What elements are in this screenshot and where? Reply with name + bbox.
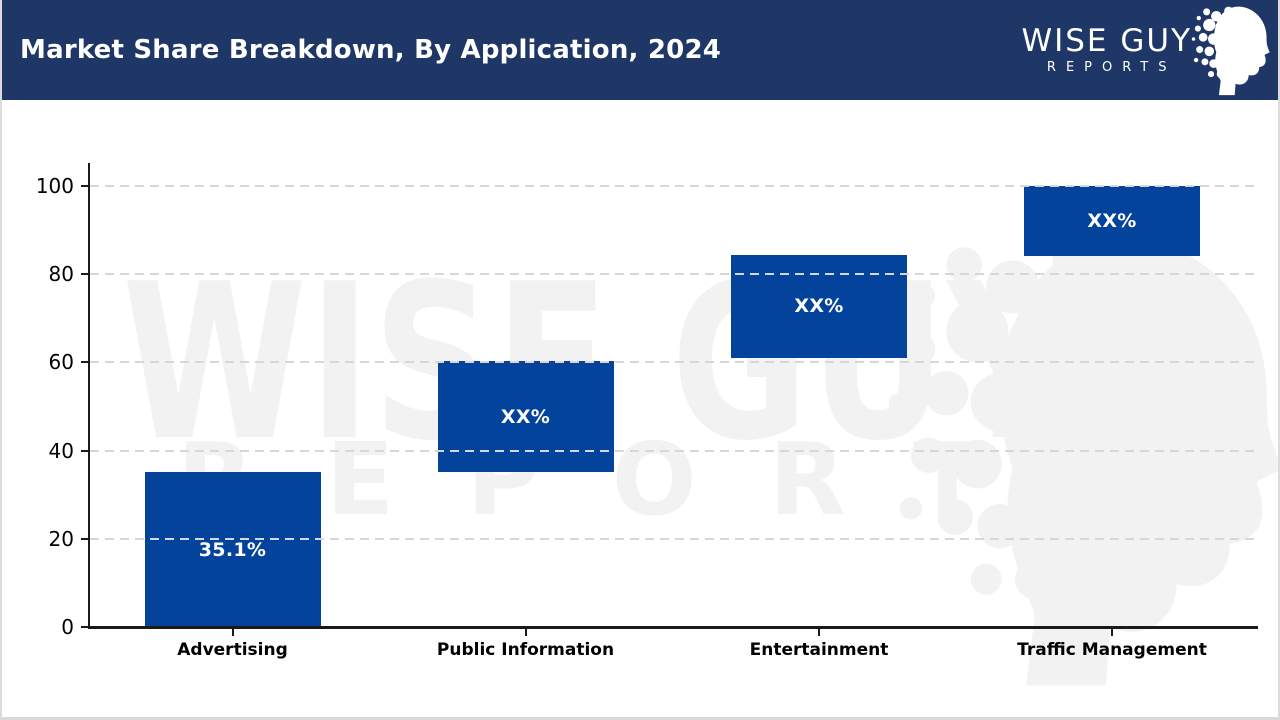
- y-tick-label: 40: [48, 438, 74, 463]
- bar-advertising: 35.1%: [144, 472, 321, 627]
- x-tick-mark: [1111, 629, 1113, 636]
- y-tick-label: 80: [48, 262, 74, 287]
- bar-value-label: 35.1%: [198, 538, 267, 561]
- y-tick-label: 0: [61, 615, 74, 639]
- y-tick-mark: [81, 626, 88, 628]
- y-tick-label: 100: [35, 174, 74, 198]
- y-tick-mark: [81, 537, 88, 540]
- dotted-head-profile-icon: [1191, 6, 1270, 96]
- y-tick-mark: [81, 449, 88, 452]
- page-title: Market Share Breakdown, By Application, …: [20, 35, 722, 65]
- gridline-y60: [90, 361, 1255, 364]
- y-tick-mark: [81, 185, 88, 187]
- header-bar: Market Share Breakdown, By Application, …: [2, 0, 1278, 100]
- bar-value-label: XX%: [1087, 209, 1137, 232]
- gridline-y40: [90, 449, 1255, 452]
- gridline-y80: [90, 273, 1255, 276]
- wise-guy-reports-logo: WISE GUY REPORTS: [1021, 4, 1278, 96]
- bar-entertainment: XX%: [731, 254, 907, 358]
- x-tick-mark: [231, 629, 234, 636]
- bar-public-information: XX%: [437, 361, 614, 473]
- bar-value-label: XX%: [500, 405, 551, 428]
- logo-wordmark: WISE GUY: [1021, 23, 1192, 60]
- gridline-y100: [90, 185, 1255, 187]
- x-tick-mark: [524, 629, 527, 636]
- logo-subtitle: REPORTS: [1046, 59, 1177, 75]
- bar-traffic-management: XX%: [1024, 186, 1200, 256]
- gridline-y20: [90, 537, 1255, 540]
- y-axis-spine: [88, 163, 90, 627]
- x-category-label-advertising: Advertising: [177, 640, 288, 660]
- x-tick-mark: [818, 629, 820, 636]
- watermark-head-profile-icon: [888, 238, 1278, 686]
- x-axis-spine: [88, 626, 1258, 629]
- y-tick-label: 60: [48, 350, 74, 375]
- x-category-label-traffic-management: Traffic Management: [1017, 640, 1207, 660]
- bar-value-label: XX%: [794, 295, 844, 318]
- y-tick-mark: [81, 361, 88, 364]
- x-category-label-public-information: Public Information: [436, 640, 615, 660]
- x-category-label-entertainment: Entertainment: [749, 640, 889, 660]
- y-tick-mark: [81, 273, 88, 276]
- y-tick-label: 20: [48, 526, 74, 551]
